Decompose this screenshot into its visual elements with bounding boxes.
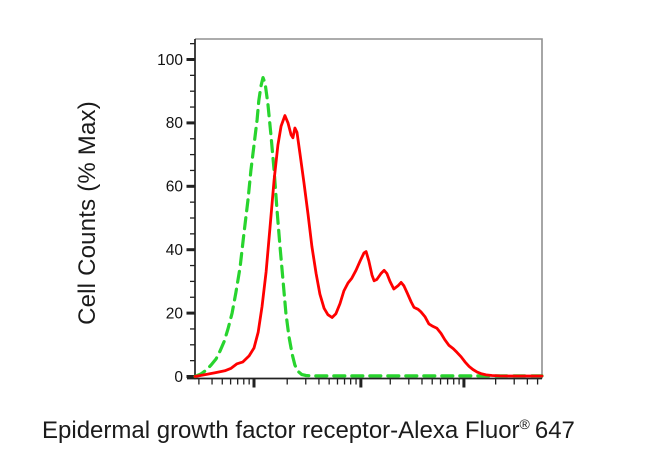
y-tick-label: 0 — [174, 369, 183, 386]
y-tick-label: 20 — [166, 305, 184, 322]
y-tick-label: 60 — [166, 179, 184, 196]
y-tick-label: 80 — [166, 115, 184, 132]
registered-trademark-icon: ® — [519, 416, 530, 432]
plot-border — [195, 38, 543, 379]
curve-egfr-alexa-fluor-647 — [193, 114, 544, 378]
x-axis-label-text: Epidermal growth factor receptor-Alexa F… — [42, 417, 520, 444]
curve-negative-control — [193, 75, 544, 379]
y-tick-label: 100 — [157, 52, 183, 69]
y-tick-label: 40 — [166, 242, 184, 259]
x-axis-label-number: 647 — [534, 417, 575, 444]
x-axis-label: Epidermal growth factor receptor-Alexa F… — [42, 417, 575, 445]
